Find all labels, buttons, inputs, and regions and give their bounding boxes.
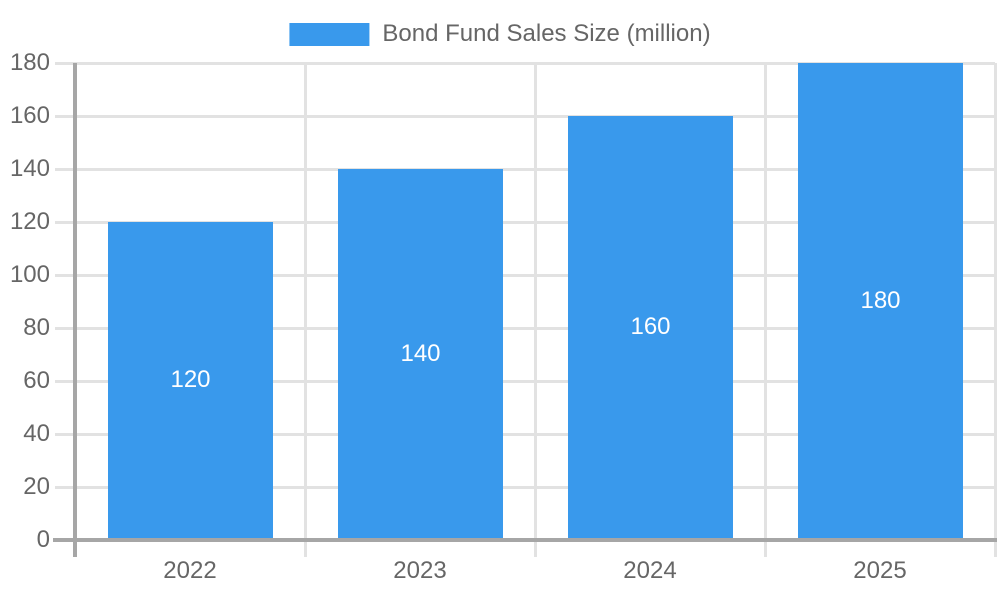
x-axis-label-2023: 2023: [393, 557, 447, 584]
legend-swatch: [289, 22, 370, 46]
bar-2023[interactable]: [338, 169, 503, 538]
bar-2025[interactable]: [798, 63, 963, 538]
gridline-x-2: [534, 63, 537, 557]
y-axis-label-20: 20: [23, 473, 50, 500]
bar-2022[interactable]: [108, 222, 273, 538]
gridline-y-100: [55, 274, 995, 277]
x-axis-label-2024: 2024: [623, 557, 677, 584]
bar-2024[interactable]: [568, 116, 733, 538]
gridline-y-160: [55, 115, 995, 118]
x-axis-label-2025: 2025: [853, 557, 907, 584]
gridline-y-180: [55, 62, 995, 65]
y-axis-label-80: 80: [23, 314, 50, 341]
y-axis-label-60: 60: [23, 367, 50, 394]
y-axis-label-180: 180: [9, 49, 50, 76]
legend-item[interactable]: Bond Fund Sales Size (million): [289, 20, 711, 48]
gridline-x-1: [304, 63, 307, 557]
gridline-y-140: [55, 168, 995, 171]
y-axis-label-160: 160: [9, 102, 50, 129]
y-axis-label-140: 140: [9, 155, 50, 182]
y-axis-label-100: 100: [9, 261, 50, 288]
gridline-x-4: [994, 63, 997, 557]
x-axis-label-2022: 2022: [163, 557, 217, 584]
y-axis-label-0: 0: [36, 526, 50, 553]
gridline-y-120: [55, 221, 995, 224]
gridline-y-20: [55, 486, 995, 489]
legend-label: Bond Fund Sales Size (million): [382, 20, 711, 47]
gridline-y-60: [55, 380, 995, 383]
gridline-y-80: [55, 327, 995, 330]
gridline-y-40: [55, 433, 995, 436]
gridline-x-3: [764, 63, 767, 557]
y-axis-line: [73, 63, 77, 557]
y-axis-label-40: 40: [23, 420, 50, 447]
x-axis-line: [53, 538, 997, 542]
y-axis-label-120: 120: [9, 208, 50, 235]
